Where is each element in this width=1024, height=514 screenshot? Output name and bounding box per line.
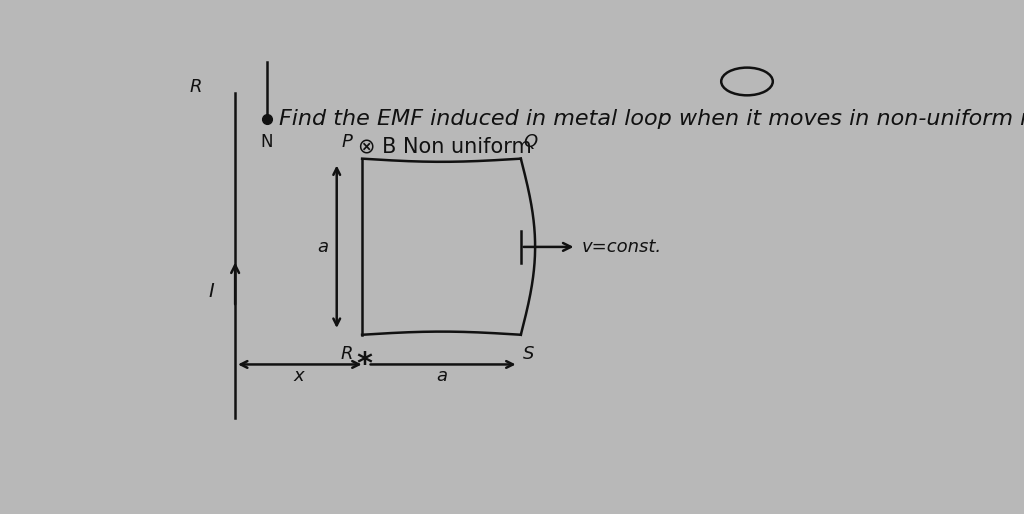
Text: Q: Q [523, 133, 538, 151]
Text: a: a [436, 368, 446, 386]
Text: R: R [340, 345, 352, 363]
Text: x: x [293, 368, 304, 386]
Text: v=const.: v=const. [582, 238, 663, 256]
Text: N: N [261, 133, 273, 151]
Text: *: * [356, 350, 373, 379]
Text: I: I [209, 282, 214, 301]
Text: ⊗ B Non uniform: ⊗ B Non uniform [358, 137, 531, 157]
Text: Find the EMF induced in metal loop when it moves in non-uniform magnetic field: Find the EMF induced in metal loop when … [279, 109, 1024, 129]
Text: a: a [317, 238, 328, 256]
Text: R: R [189, 79, 202, 97]
Text: S: S [523, 345, 535, 363]
Text: P: P [342, 133, 352, 151]
